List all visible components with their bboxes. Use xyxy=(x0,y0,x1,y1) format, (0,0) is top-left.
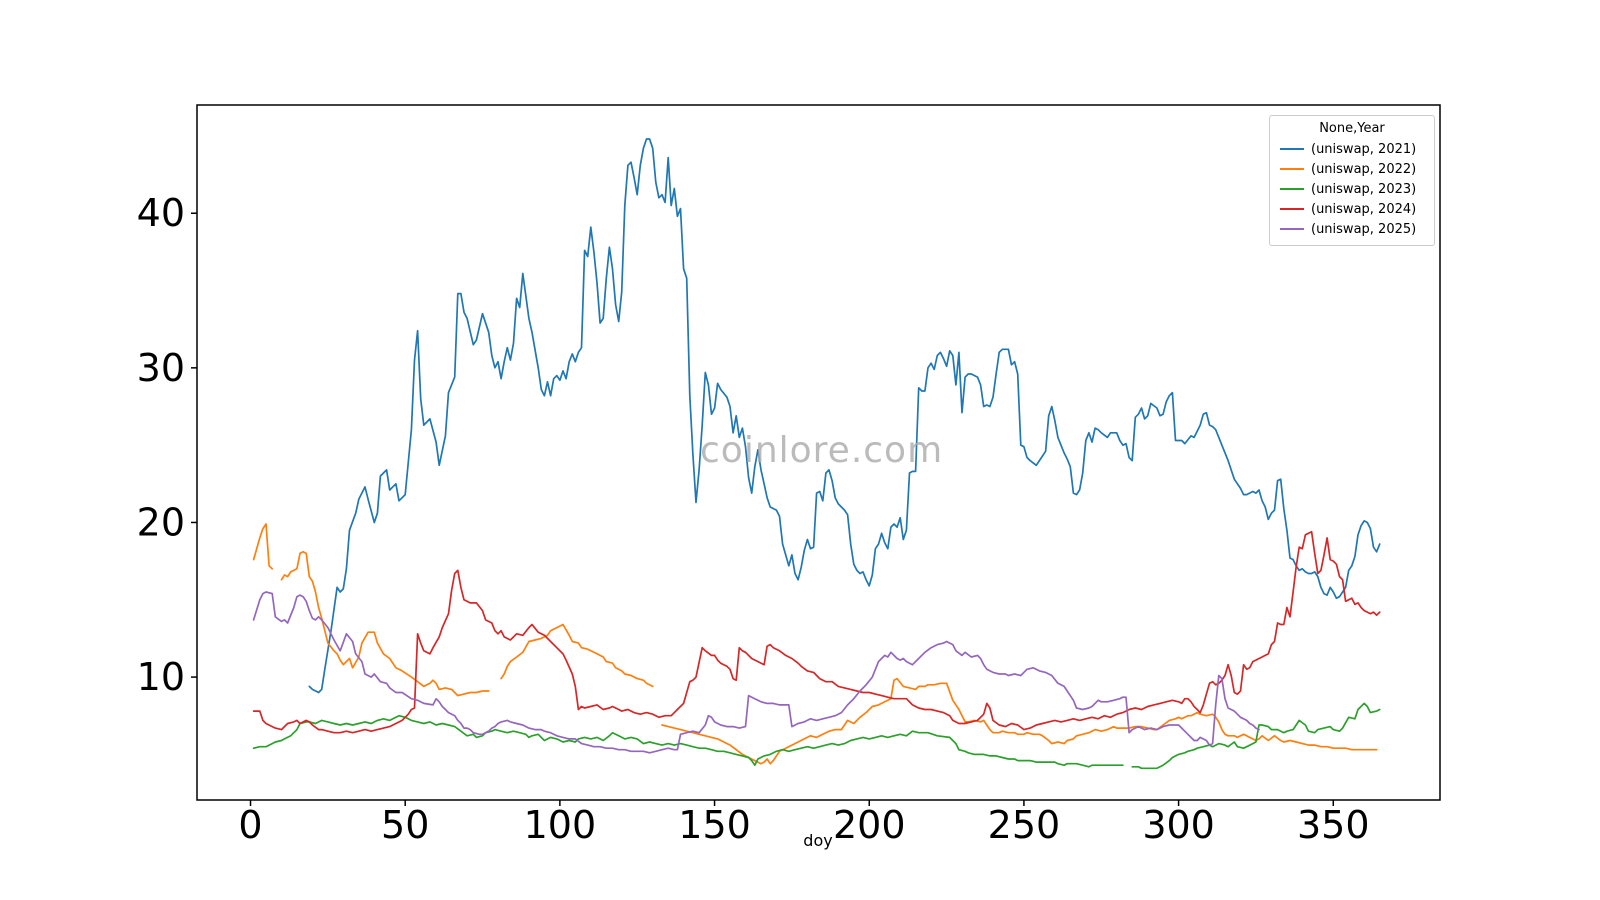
legend-title: None,Year xyxy=(1319,121,1385,136)
legend-line-sample xyxy=(1280,208,1304,210)
y-tick-label: 30 xyxy=(137,346,185,390)
legend-label: (uniswap, 2024) xyxy=(1311,201,1417,217)
series-line-(uniswap, 2023) xyxy=(1131,702,1381,770)
x-tick-label: 0 xyxy=(238,803,262,847)
series-line-(uniswap, 2024) xyxy=(252,530,1381,734)
x-axis-label: doy xyxy=(803,831,833,850)
legend-item: (uniswap, 2025) xyxy=(1276,219,1428,239)
legend-line-sample xyxy=(1280,188,1304,190)
x-tick-label: 100 xyxy=(524,803,597,847)
series-line-(uniswap, 2022) xyxy=(500,623,654,688)
series-line-(uniswap, 2022) xyxy=(661,677,1378,765)
y-tick-label: 40 xyxy=(137,191,185,235)
legend-line-sample xyxy=(1280,228,1304,230)
x-tick-label: 50 xyxy=(381,803,429,847)
x-tick-label: 200 xyxy=(833,803,906,847)
y-tick-label: 20 xyxy=(137,500,185,544)
legend-item: (uniswap, 2022) xyxy=(1276,159,1428,179)
legend-item: (uniswap, 2023) xyxy=(1276,179,1428,199)
legend-label: (uniswap, 2021) xyxy=(1311,141,1417,157)
legend-label: (uniswap, 2022) xyxy=(1311,161,1417,177)
series-line-(uniswap, 2022) xyxy=(280,550,490,697)
legend: None,Year (uniswap, 2021) (uniswap, 2022)… xyxy=(1269,115,1435,246)
legend-label: (uniswap, 2023) xyxy=(1311,181,1417,197)
legend-label: (uniswap, 2025) xyxy=(1311,221,1417,237)
series-line-(uniswap, 2022) xyxy=(252,523,274,570)
legend-line-sample xyxy=(1280,168,1304,170)
watermark: coinlore.com xyxy=(700,430,944,471)
series-line-(uniswap, 2025) xyxy=(252,591,1260,754)
x-tick-label: 150 xyxy=(678,803,751,847)
plot-spines xyxy=(196,104,1441,801)
legend-items: (uniswap, 2021) (uniswap, 2022) (uniswap, … xyxy=(1276,139,1428,239)
x-tick-label: 250 xyxy=(988,803,1061,847)
y-tick-label: 10 xyxy=(137,655,185,699)
legend-item: (uniswap, 2021) xyxy=(1276,139,1428,159)
legend-item: (uniswap, 2024) xyxy=(1276,199,1428,219)
series-line-(uniswap, 2023) xyxy=(252,714,1124,768)
series-line-(uniswap, 2021) xyxy=(308,138,1381,694)
x-tick-label: 300 xyxy=(1142,803,1215,847)
legend-line-sample xyxy=(1280,148,1304,150)
x-tick-label: 350 xyxy=(1297,803,1370,847)
